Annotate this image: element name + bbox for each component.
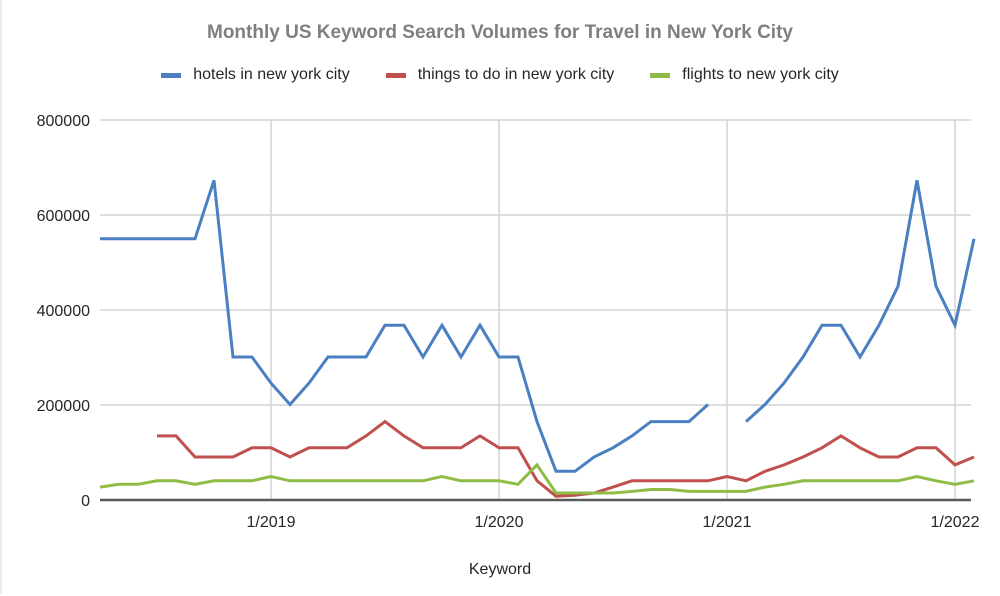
x-tick-label: 1/2019	[247, 514, 296, 531]
chart-title: Monthly US Keyword Search Volumes for Tr…	[207, 22, 793, 43]
legend-label-hotels: hotels in new york city	[193, 66, 350, 83]
legend-swatch-things-to-do	[385, 72, 406, 78]
x-axis-title: Keyword	[468, 561, 532, 578]
x-tick-label: 1/2021	[703, 514, 752, 531]
legend-swatch-hotels	[161, 72, 182, 78]
chart-legend: hotels in new york city things to do in …	[0, 66, 1000, 84]
legend-item-flights: flights to new york city	[650, 66, 839, 84]
series-line-things-to-do	[157, 419, 975, 498]
legend-item-hotels: hotels in new york city	[161, 66, 350, 84]
x-tick-label: 1/2020	[475, 514, 524, 531]
legend-item-things-to-do: things to do in new york city	[385, 66, 615, 84]
y-tick-label: 200000	[37, 398, 90, 415]
y-tick-label: 400000	[37, 303, 90, 320]
series-line-flights	[99, 462, 975, 495]
legend-label-things-to-do: things to do in new york city	[417, 66, 615, 83]
series-line-hotels	[744, 180, 976, 423]
y-tick-label: 800000	[37, 113, 90, 130]
legend-label-flights: flights to new york city	[682, 66, 839, 83]
y-tick-label: 0	[81, 493, 90, 510]
y-tick-label: 600000	[37, 208, 90, 225]
legend-swatch-flights	[650, 72, 671, 78]
x-tick-label: 1/2022	[931, 514, 980, 531]
series-line-hotels	[100, 179, 710, 473]
